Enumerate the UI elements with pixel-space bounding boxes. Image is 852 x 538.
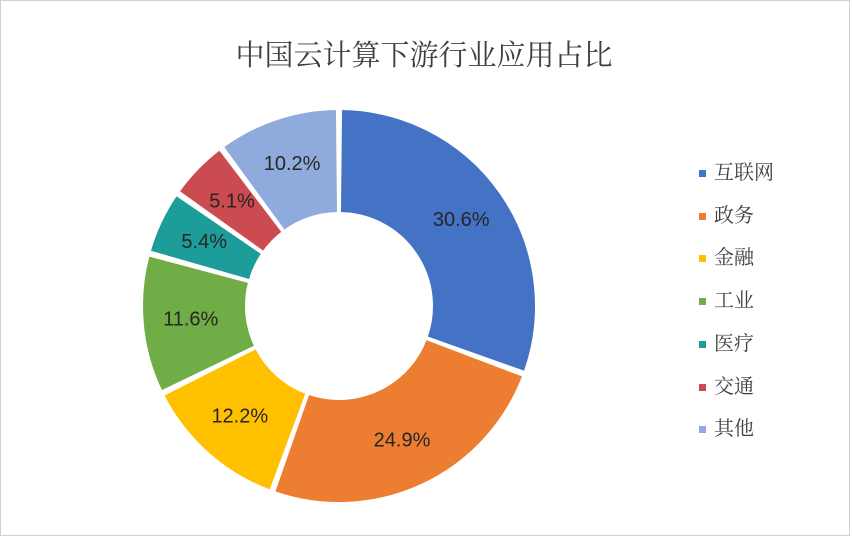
- svg-text:11.6%: 11.6%: [163, 308, 218, 330]
- svg-text:30.6%: 30.6%: [433, 209, 490, 231]
- svg-text:5.1%: 5.1%: [209, 191, 255, 213]
- svg-text:5.4%: 5.4%: [181, 231, 227, 253]
- svg-text:24.9%: 24.9%: [374, 429, 431, 451]
- svg-text:10.2%: 10.2%: [264, 153, 321, 175]
- svg-text:12.2%: 12.2%: [211, 405, 268, 427]
